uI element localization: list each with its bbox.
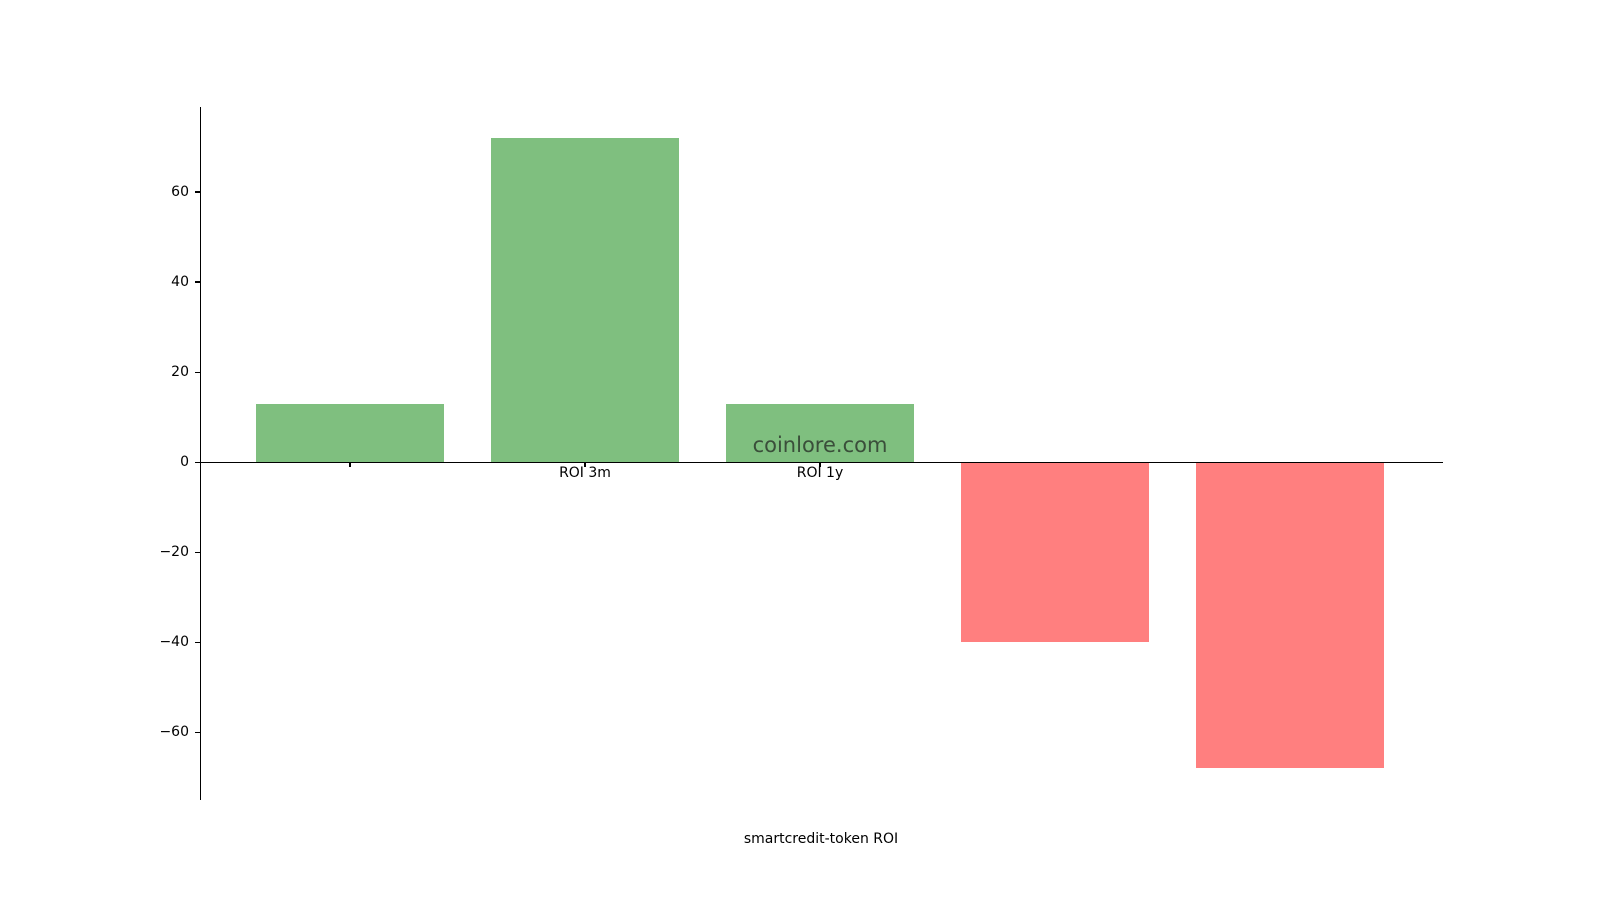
x-axis-zero-line	[200, 461, 1443, 464]
y-tick-mark--20	[195, 551, 200, 553]
y-tick-label--40: −40	[159, 634, 189, 651]
y-tick-label-20: 20	[171, 364, 189, 381]
bar-1	[491, 138, 679, 463]
y-tick-label-60: 60	[171, 184, 189, 201]
x-tick-label-1: ROI 3m	[559, 464, 611, 481]
x-tick-mark-2	[819, 462, 821, 468]
y-tick-mark--40	[195, 641, 200, 644]
y-tick-label-40: 40	[171, 274, 189, 291]
x-tick-label-2: ROI 1y	[796, 464, 844, 481]
y-tick-mark-60	[195, 191, 200, 193]
x-tick-mark-0	[349, 462, 351, 468]
bar-3	[961, 462, 1149, 643]
watermark-text: coinlore.com	[752, 433, 888, 457]
y-tick-mark-20	[195, 371, 200, 373]
bar-2	[726, 403, 914, 463]
bar-4	[1196, 462, 1384, 769]
bar-0	[256, 403, 444, 463]
y-tick-label--20: −20	[159, 544, 189, 561]
chart-caption: smartcredit-token ROI	[743, 831, 899, 847]
y-axis-spine	[200, 107, 202, 800]
y-tick-mark-0	[195, 461, 200, 463]
y-tick-label-0: 0	[180, 454, 189, 471]
y-tick-mark-40	[195, 281, 200, 283]
x-tick-mark-1	[584, 462, 586, 468]
y-tick-label--60: −60	[159, 724, 189, 741]
y-tick-mark--60	[195, 731, 200, 734]
